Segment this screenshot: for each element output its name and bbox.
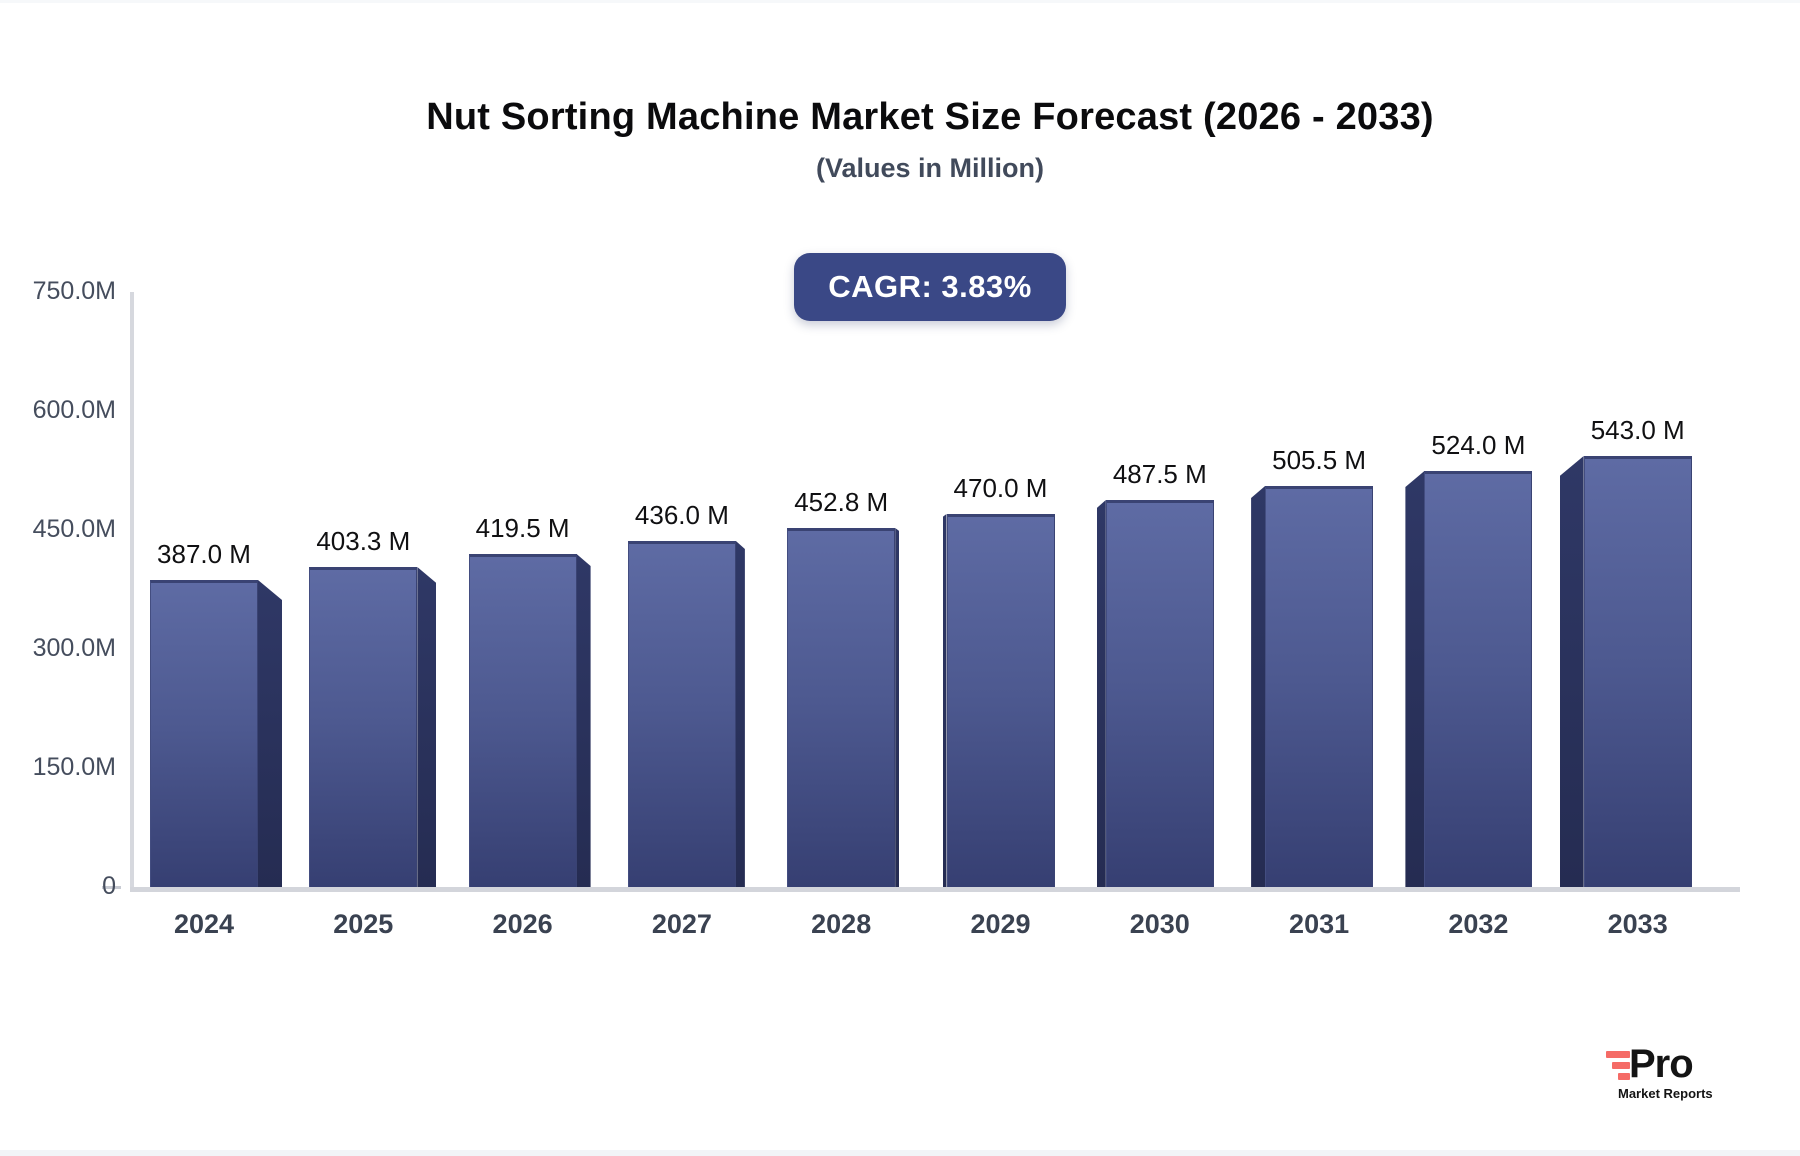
bar-value-label: 543.0 M [1590, 415, 1685, 445]
zero-tick-mark [102, 886, 121, 889]
bar-front-face [1583, 456, 1692, 887]
bar-value-label: 436.0 M [634, 500, 729, 530]
badge-row: CAGR: 3.83% [60, 253, 1800, 321]
bar-front-face [1265, 486, 1374, 887]
bar-2027 [627, 541, 745, 887]
bar-side-face [417, 567, 437, 887]
logo-top: Pro [1606, 1044, 1716, 1084]
bar-value-label: 487.5 M [1112, 459, 1207, 489]
bar-front-face [627, 541, 736, 887]
x-axis-tick-label: 2032 [1448, 909, 1509, 939]
x-axis-tick-label: 2029 [970, 909, 1031, 939]
bar-side-face [895, 528, 900, 887]
logo-tagline: Market Reports [1618, 1086, 1713, 1101]
bar-value-label: 505.5 M [1272, 445, 1367, 475]
bar-front-face [787, 528, 896, 887]
y-axis-tick-label: 600.0M [32, 396, 116, 424]
x-axis-line [130, 887, 1740, 892]
y-axis-tick-label: 450.0M [32, 515, 116, 543]
y-axis-tick-label: 300.0M [32, 634, 116, 662]
bar-side-face [1559, 456, 1584, 887]
bar-side-face [735, 541, 745, 887]
bar-side-face [576, 554, 591, 887]
logo-bars-icon [1606, 1051, 1630, 1080]
bar-side-face [1405, 471, 1425, 887]
bar-front-face [946, 514, 1055, 887]
logo-name: Pro [1629, 1042, 1694, 1086]
bar-front-face [150, 580, 258, 887]
bar-front-face [1424, 471, 1533, 887]
bar-2032 [1405, 471, 1533, 887]
bar-front-face [1105, 500, 1214, 887]
chart-subtitle: (Values in Million) [815, 153, 1045, 183]
chart-title: Nut Sorting Machine Market Size Forecast… [426, 96, 1434, 138]
bar-side-face [1096, 500, 1106, 887]
x-axis-tick-label: 2027 [651, 909, 712, 939]
title-block: Nut Sorting Machine Market Size Forecast… [60, 96, 1800, 184]
y-axis-tick-label: 0 [102, 872, 116, 900]
y-axis-tick-label: 750.0M [32, 277, 116, 305]
top-edge-strip [0, 0, 1800, 3]
bar-2033 [1559, 456, 1692, 887]
bar-2030 [1096, 500, 1214, 887]
bar-2029 [942, 514, 1055, 887]
bar-2024 [150, 580, 282, 887]
x-axis-tick-label: 2028 [811, 909, 872, 939]
bar-side-face [258, 580, 282, 887]
bar-value-label: 403.3 M [316, 526, 411, 556]
bar-front-face [468, 554, 577, 887]
bar-value-label: 419.5 M [475, 513, 570, 543]
x-axis-tick-label: 2024 [173, 909, 235, 939]
y-axis-line [130, 292, 134, 889]
bar-side-face [942, 514, 947, 887]
bar-front-face [309, 567, 418, 887]
y-axis-tick-label: 150.0M [32, 753, 116, 781]
pro-market-reports-logo: Pro Market Reports [1606, 1044, 1716, 1101]
x-axis-tick-label: 2030 [1129, 909, 1190, 939]
bar-2025 [309, 567, 437, 887]
bar-2031 [1251, 486, 1374, 887]
bar-value-label: 452.8 M [794, 487, 889, 517]
bar-2026 [468, 554, 591, 887]
x-axis-tick-label: 2031 [1289, 909, 1350, 939]
bar-chart-plot-area: 0 150.0M 300.0M 450.0M 600.0M 750.0M 387.0 M 20… [33, 277, 1740, 939]
x-axis-tick-label: 2025 [333, 909, 394, 939]
bar-value-label: 387.0 M [157, 539, 251, 569]
bar-2028 [787, 528, 900, 887]
bottom-edge-strip [0, 1150, 1800, 1156]
x-axis-tick-label: 2026 [492, 909, 553, 939]
bar-value-label: 470.0 M [953, 473, 1048, 503]
bar-side-face [1251, 486, 1266, 887]
x-axis-tick-label: 2033 [1607, 909, 1668, 939]
cagr-badge: CAGR: 3.83% [794, 253, 1066, 321]
bar-value-label: 524.0 M [1431, 430, 1526, 460]
